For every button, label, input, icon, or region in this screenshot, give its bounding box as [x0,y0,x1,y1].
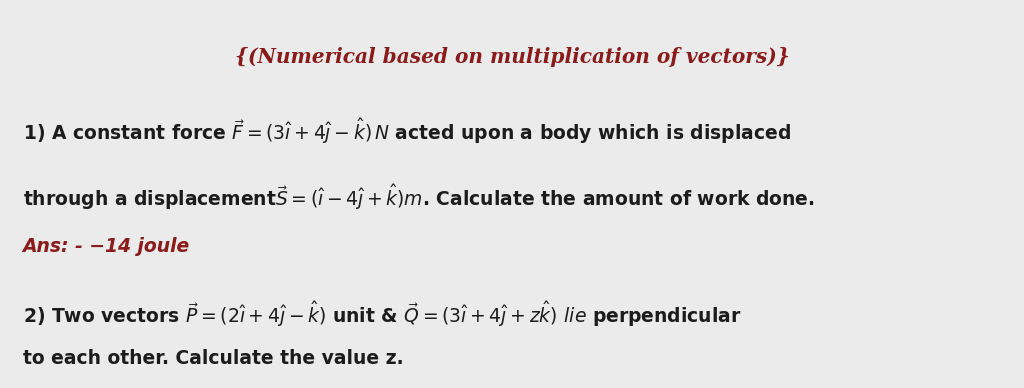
Text: 1) A constant force $\vec{F} = (3\hat{\imath} + 4\hat{\jmath} - \hat{k})\,N$ act: 1) A constant force $\vec{F} = (3\hat{\i… [23,116,791,146]
Text: Ans: - −14 joule: Ans: - −14 joule [23,237,189,256]
Text: {(Numerical based on multiplication of vectors)}: {(Numerical based on multiplication of v… [234,47,790,67]
Text: 2) Two vectors $\vec{P} = (2\hat{\imath} + 4\hat{\jmath} - \hat{k})$ unit & $\ve: 2) Two vectors $\vec{P} = (2\hat{\imath}… [23,299,741,329]
Text: to each other. Calculate the value z.: to each other. Calculate the value z. [23,349,403,368]
Text: through a displacement$\vec{S} = (\hat{\imath} - 4\hat{\jmath} + \hat{k})m$. Cal: through a displacement$\vec{S} = (\hat{\… [23,182,814,212]
